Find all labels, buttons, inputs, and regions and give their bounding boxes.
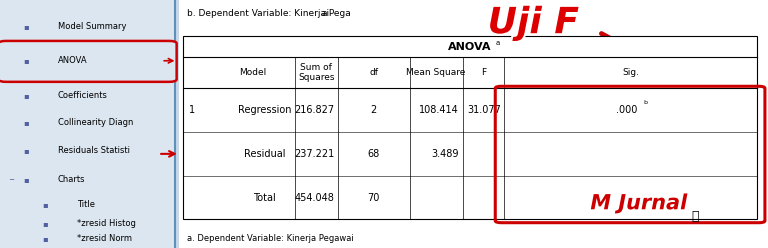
Text: 💡: 💡 — [691, 210, 699, 223]
Text: F: F — [481, 68, 486, 77]
Bar — [0, 0, 175, 248]
Text: a. Dependent Variable: Kinerja Pegawai: a. Dependent Variable: Kinerja Pegawai — [187, 234, 353, 243]
FancyBboxPatch shape — [0, 41, 177, 82]
Text: ▪: ▪ — [42, 234, 48, 243]
Text: df: df — [369, 68, 379, 77]
Text: 216.827: 216.827 — [294, 105, 334, 115]
Text: Collinearity Diagn: Collinearity Diagn — [58, 118, 133, 127]
Text: Sum of
Squares: Sum of Squares — [298, 63, 335, 82]
Text: ▪: ▪ — [23, 118, 28, 127]
Text: *zresid Histog: *zresid Histog — [77, 219, 136, 228]
Text: Total: Total — [253, 193, 276, 203]
Text: Model Summary: Model Summary — [58, 22, 126, 31]
Text: Coefficients: Coefficients — [58, 91, 108, 100]
Text: 2: 2 — [371, 105, 377, 115]
Text: 237.221: 237.221 — [294, 149, 334, 159]
Bar — [179, 0, 768, 248]
Text: ▪: ▪ — [42, 200, 48, 209]
Text: Sig.: Sig. — [622, 68, 640, 77]
Text: ▪: ▪ — [23, 22, 28, 31]
Text: 1: 1 — [189, 105, 195, 115]
Text: Regression: Regression — [238, 105, 291, 115]
Text: ▪: ▪ — [23, 56, 28, 65]
Text: b: b — [643, 100, 647, 105]
Text: .000: .000 — [617, 105, 637, 115]
Text: Uji F: Uji F — [488, 6, 579, 40]
Text: *zresid Norm: *zresid Norm — [77, 234, 132, 243]
Text: Residuals Statisti: Residuals Statisti — [58, 146, 130, 155]
Text: b. Dependent Variable: Kinerja Pega: b. Dependent Variable: Kinerja Pega — [187, 9, 350, 18]
Text: Residual: Residual — [244, 149, 286, 159]
Text: Mean Square: Mean Square — [406, 68, 466, 77]
Text: 108.414: 108.414 — [419, 105, 458, 115]
Text: a: a — [495, 40, 500, 46]
Text: ─: ─ — [9, 177, 14, 183]
Text: 70: 70 — [368, 193, 380, 203]
Text: 3.489: 3.489 — [431, 149, 458, 159]
Text: ai: ai — [321, 9, 329, 18]
Text: Charts: Charts — [58, 175, 85, 184]
Text: 68: 68 — [368, 149, 380, 159]
Text: ▪: ▪ — [23, 175, 28, 184]
Text: ▪: ▪ — [42, 219, 48, 228]
Text: ▪: ▪ — [23, 91, 28, 100]
Text: M Jurnal: M Jurnal — [591, 193, 687, 213]
Text: ▪: ▪ — [23, 146, 28, 155]
Text: ANOVA: ANOVA — [449, 41, 492, 52]
Text: 454.048: 454.048 — [294, 193, 334, 203]
Text: 31.077: 31.077 — [468, 105, 502, 115]
Bar — [183, 36, 757, 219]
Text: ANOVA: ANOVA — [58, 56, 88, 65]
Text: Title: Title — [77, 200, 94, 209]
Text: Model: Model — [239, 68, 266, 77]
